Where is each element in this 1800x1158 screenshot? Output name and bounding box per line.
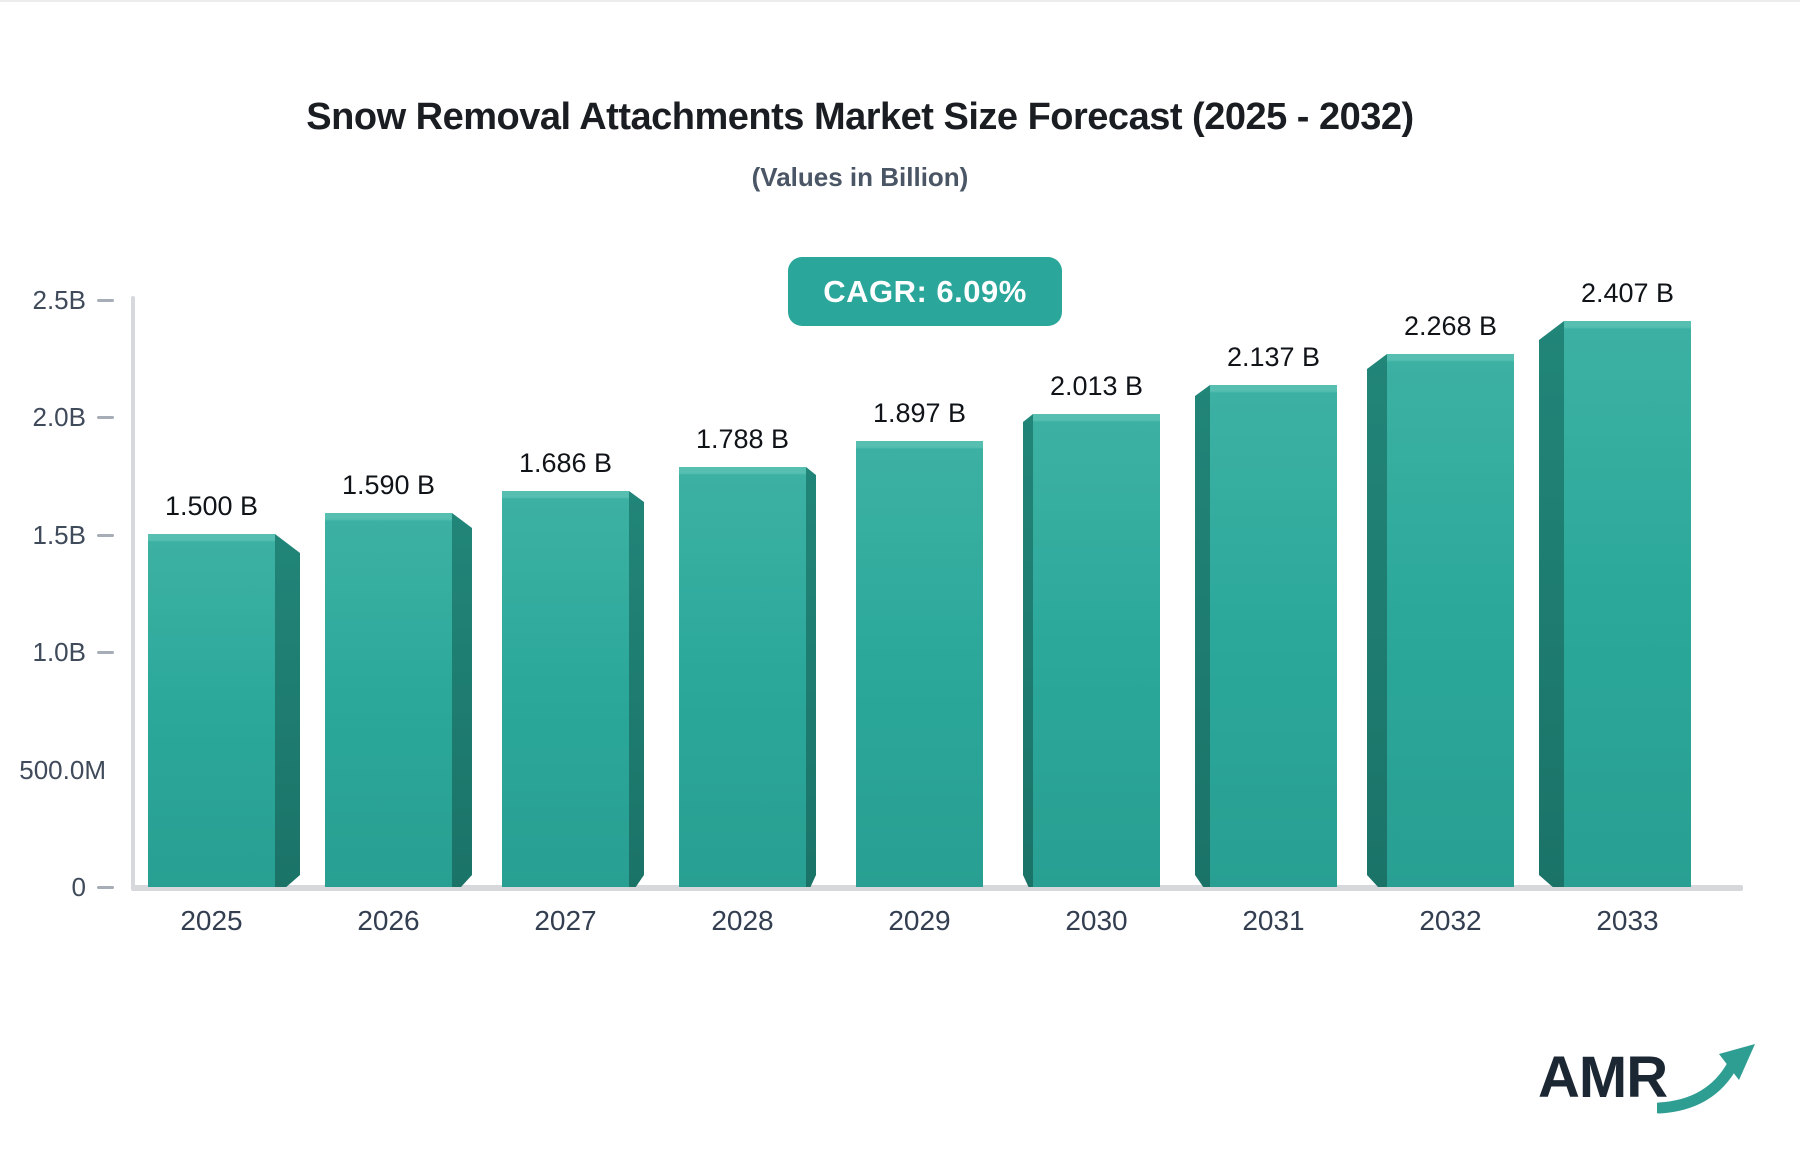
bar-value-label-2031: 2.137 B xyxy=(1226,342,1321,372)
x-axis-label-2029: 2029 xyxy=(888,905,951,936)
x-axis-line xyxy=(131,885,1743,891)
bar-value-label-2025: 1.500 B xyxy=(164,491,259,521)
bar-value-label-2033: 2.407 B xyxy=(1580,278,1675,308)
amr-logo: AMR xyxy=(1538,1040,1761,1114)
x-axis-label-2033: 2033 xyxy=(1596,905,1659,936)
y-axis-tick-2.5B xyxy=(97,298,114,302)
x-axis-label-2031: 2031 xyxy=(1242,905,1305,936)
bar-face-2030 xyxy=(1033,414,1160,887)
x-axis-label-2030: 2030 xyxy=(1065,905,1128,936)
bar-side-2033 xyxy=(1539,321,1564,887)
cagr-badge-label: CAGR: 6.09% xyxy=(823,273,1027,309)
x-axis-label-2026: 2026 xyxy=(357,905,420,936)
bar-side-2032 xyxy=(1367,354,1387,887)
bar-value-label-2032: 2.268 B xyxy=(1403,311,1498,341)
y-axis-tick-1.0B xyxy=(97,651,114,654)
x-axis-label-2025: 2025 xyxy=(180,905,243,936)
bar-face-2031 xyxy=(1210,385,1337,887)
bar-value-label-2028: 1.788 B xyxy=(695,424,790,454)
y-axis-label-0: 0 xyxy=(71,872,86,902)
y-axis-tick-1.5B xyxy=(97,533,114,537)
bar-face-2032 xyxy=(1387,354,1514,887)
bar-side-2028 xyxy=(806,467,816,887)
bar-face-2026 xyxy=(325,513,452,887)
bar-face-2029 xyxy=(856,441,983,887)
bar-face-2025 xyxy=(148,534,275,887)
chart-subtitle: (Values in Billion) xyxy=(751,162,969,192)
x-axis-label-2032: 2032 xyxy=(1419,905,1482,936)
bar-value-label-2030: 2.013 B xyxy=(1049,371,1144,401)
growth-arrow-icon xyxy=(1657,1044,1756,1114)
y-axis-label-1.0B: 1.0B xyxy=(32,637,87,667)
chart-title: Snow Removal Attachments Market Size For… xyxy=(306,96,1414,138)
bar-face-2027 xyxy=(502,491,629,887)
bar-side-2030 xyxy=(1023,414,1033,887)
y-axis-label-2.5B: 2.5B xyxy=(32,284,87,315)
y-axis-label-2.0B: 2.0B xyxy=(32,402,87,432)
x-axis-label-2028: 2028 xyxy=(711,905,774,936)
bar-value-label-2029: 1.897 B xyxy=(872,398,967,428)
bar-value-label-2026: 1.590 B xyxy=(341,470,436,500)
amr-logo-text: AMR xyxy=(1538,1044,1668,1110)
bar-side-2025 xyxy=(275,534,300,887)
cagr-badge: CAGR: 6.09% xyxy=(788,257,1062,326)
x-axis-label-2027: 2027 xyxy=(534,905,597,936)
y-axis-tick-2.0B xyxy=(97,416,114,419)
bar-side-2027 xyxy=(629,491,644,887)
bar-value-label-2027: 1.686 B xyxy=(518,448,613,478)
y-axis-tick-0 xyxy=(97,886,114,889)
bar-face-2028 xyxy=(679,467,806,887)
y-axis-label-1.5B: 1.5B xyxy=(32,519,87,550)
bar-side-2031 xyxy=(1195,385,1210,887)
y-axis-line xyxy=(131,296,135,890)
y-axis-label-500.0M: 500.0M xyxy=(19,754,106,785)
bar-face-2033 xyxy=(1564,321,1691,887)
bar-side-2026 xyxy=(452,513,472,887)
